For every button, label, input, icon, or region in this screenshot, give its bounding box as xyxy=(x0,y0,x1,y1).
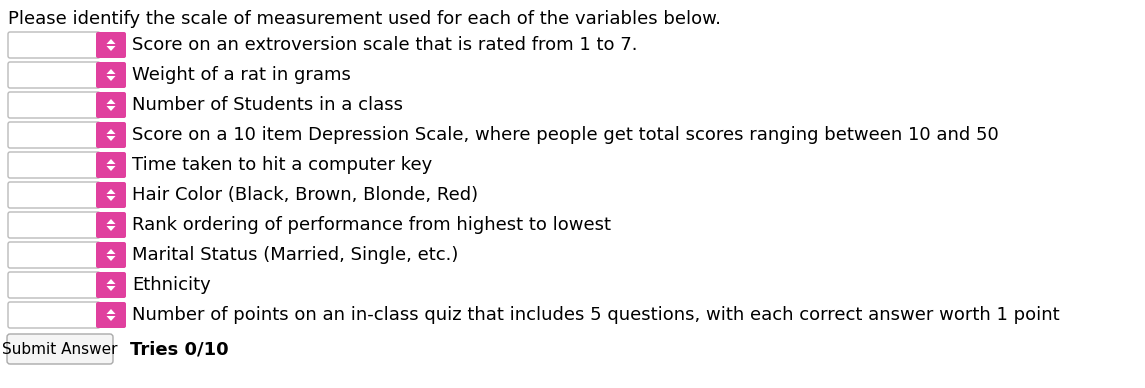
Text: Rank ordering of performance from highest to lowest: Rank ordering of performance from highes… xyxy=(132,216,611,234)
FancyBboxPatch shape xyxy=(8,182,100,208)
FancyBboxPatch shape xyxy=(96,272,126,298)
FancyBboxPatch shape xyxy=(96,152,126,178)
FancyBboxPatch shape xyxy=(7,334,113,364)
Text: Number of points on an in-class quiz that includes 5 questions, with each correc: Number of points on an in-class quiz tha… xyxy=(132,306,1059,324)
Polygon shape xyxy=(106,166,116,171)
FancyBboxPatch shape xyxy=(8,62,100,88)
Text: Submit Answer: Submit Answer xyxy=(2,341,118,357)
Text: Tries 0/10: Tries 0/10 xyxy=(131,340,229,358)
FancyBboxPatch shape xyxy=(8,122,100,148)
Text: Marital Status (Married, Single, etc.): Marital Status (Married, Single, etc.) xyxy=(132,246,458,264)
FancyBboxPatch shape xyxy=(8,32,100,58)
FancyBboxPatch shape xyxy=(8,302,100,328)
FancyBboxPatch shape xyxy=(96,212,126,238)
FancyBboxPatch shape xyxy=(96,32,126,58)
Polygon shape xyxy=(106,189,116,194)
FancyBboxPatch shape xyxy=(8,212,100,238)
Polygon shape xyxy=(106,226,116,231)
Polygon shape xyxy=(106,76,116,81)
Text: Weight of a rat in grams: Weight of a rat in grams xyxy=(132,66,350,84)
Polygon shape xyxy=(106,286,116,291)
FancyBboxPatch shape xyxy=(96,62,126,88)
Polygon shape xyxy=(106,249,116,254)
Polygon shape xyxy=(106,136,116,141)
FancyBboxPatch shape xyxy=(8,272,100,298)
FancyBboxPatch shape xyxy=(96,242,126,268)
Text: Score on an extroversion scale that is rated from 1 to 7.: Score on an extroversion scale that is r… xyxy=(132,36,638,54)
Polygon shape xyxy=(106,46,116,51)
FancyBboxPatch shape xyxy=(96,122,126,148)
FancyBboxPatch shape xyxy=(96,302,126,328)
Polygon shape xyxy=(106,279,116,284)
FancyBboxPatch shape xyxy=(96,92,126,118)
FancyBboxPatch shape xyxy=(8,92,100,118)
Polygon shape xyxy=(106,39,116,44)
Text: Score on a 10 item Depression Scale, where people get total scores ranging betwe: Score on a 10 item Depression Scale, whe… xyxy=(132,126,998,144)
Text: Number of Students in a class: Number of Students in a class xyxy=(132,96,403,114)
Polygon shape xyxy=(106,256,116,261)
Polygon shape xyxy=(106,159,116,164)
Text: Ethnicity: Ethnicity xyxy=(132,276,211,294)
Polygon shape xyxy=(106,129,116,134)
Text: Please identify the scale of measurement used for each of the variables below.: Please identify the scale of measurement… xyxy=(8,10,721,28)
Polygon shape xyxy=(106,99,116,104)
Text: Hair Color (Black, Brown, Blonde, Red): Hair Color (Black, Brown, Blonde, Red) xyxy=(132,186,479,204)
Polygon shape xyxy=(106,106,116,111)
Polygon shape xyxy=(106,219,116,224)
FancyBboxPatch shape xyxy=(96,182,126,208)
Polygon shape xyxy=(106,196,116,201)
FancyBboxPatch shape xyxy=(8,152,100,178)
Polygon shape xyxy=(106,316,116,321)
FancyBboxPatch shape xyxy=(8,242,100,268)
Text: Time taken to hit a computer key: Time taken to hit a computer key xyxy=(132,156,433,174)
Polygon shape xyxy=(106,69,116,74)
Polygon shape xyxy=(106,309,116,314)
